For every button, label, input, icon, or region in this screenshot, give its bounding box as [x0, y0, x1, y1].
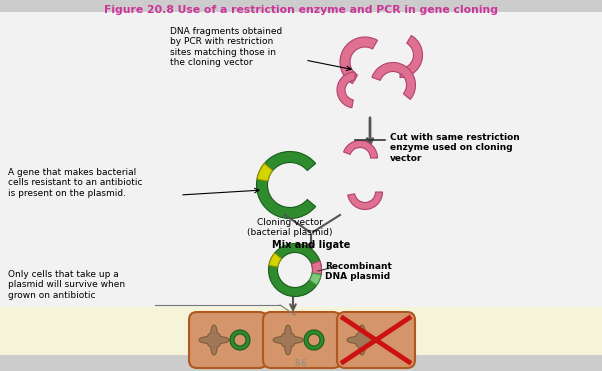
- Text: Cloning vector
(bacterial plasmid): Cloning vector (bacterial plasmid): [247, 218, 333, 237]
- Bar: [0, 12, 602, 307]
- Bar: [0, 355, 602, 371]
- Text: 8-6: 8-6: [295, 358, 307, 368]
- Wedge shape: [400, 36, 423, 78]
- FancyBboxPatch shape: [189, 312, 267, 368]
- Wedge shape: [372, 62, 415, 99]
- Wedge shape: [230, 330, 250, 350]
- FancyBboxPatch shape: [263, 312, 341, 368]
- Wedge shape: [309, 273, 321, 285]
- Wedge shape: [256, 151, 315, 219]
- Text: Mix and ligate: Mix and ligate: [272, 240, 350, 250]
- Wedge shape: [340, 37, 377, 83]
- Wedge shape: [311, 261, 321, 275]
- Wedge shape: [257, 164, 273, 181]
- Text: A gene that makes bacterial
cells resistant to an antibiotic
is present on the p: A gene that makes bacterial cells resist…: [8, 168, 143, 198]
- FancyBboxPatch shape: [337, 312, 415, 368]
- Text: DNA fragments obtained
by PCR with restriction
sites matching those in
the cloni: DNA fragments obtained by PCR with restr…: [170, 27, 282, 67]
- Text: Only cells that take up a
plasmid will survive when
grown on antibiotic: Only cells that take up a plasmid will s…: [8, 270, 125, 300]
- Wedge shape: [304, 330, 324, 350]
- Bar: [0, 307, 602, 371]
- Wedge shape: [344, 141, 377, 158]
- Bar: [0, 0, 602, 12]
- Polygon shape: [347, 325, 377, 355]
- Polygon shape: [273, 325, 303, 355]
- Wedge shape: [269, 253, 282, 267]
- Wedge shape: [337, 72, 355, 108]
- Text: Recombinant
DNA plasmid: Recombinant DNA plasmid: [325, 262, 392, 281]
- Wedge shape: [268, 243, 321, 296]
- Wedge shape: [348, 192, 382, 210]
- Text: Cut with same restriction
enzyme used on cloning
vector: Cut with same restriction enzyme used on…: [390, 133, 520, 163]
- Text: Figure 20.8 Use of a restriction enzyme and PCR in gene cloning: Figure 20.8 Use of a restriction enzyme …: [104, 5, 498, 15]
- Polygon shape: [199, 325, 229, 355]
